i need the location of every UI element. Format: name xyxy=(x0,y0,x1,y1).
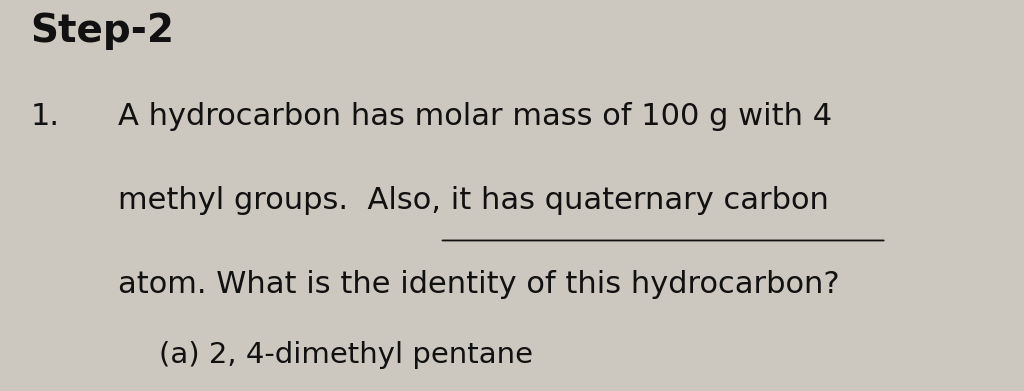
Text: (a) 2, 4-dimethyl pentane: (a) 2, 4-dimethyl pentane xyxy=(159,341,532,369)
Text: A hydrocarbon has molar mass of 100 g with 4: A hydrocarbon has molar mass of 100 g wi… xyxy=(118,102,831,131)
Text: 1.: 1. xyxy=(31,102,59,131)
Text: methyl groups.  Also, it has quaternary carbon: methyl groups. Also, it has quaternary c… xyxy=(118,186,828,215)
Text: atom. What is the identity of this hydrocarbon?: atom. What is the identity of this hydro… xyxy=(118,270,840,299)
Text: Step-2: Step-2 xyxy=(31,12,175,50)
